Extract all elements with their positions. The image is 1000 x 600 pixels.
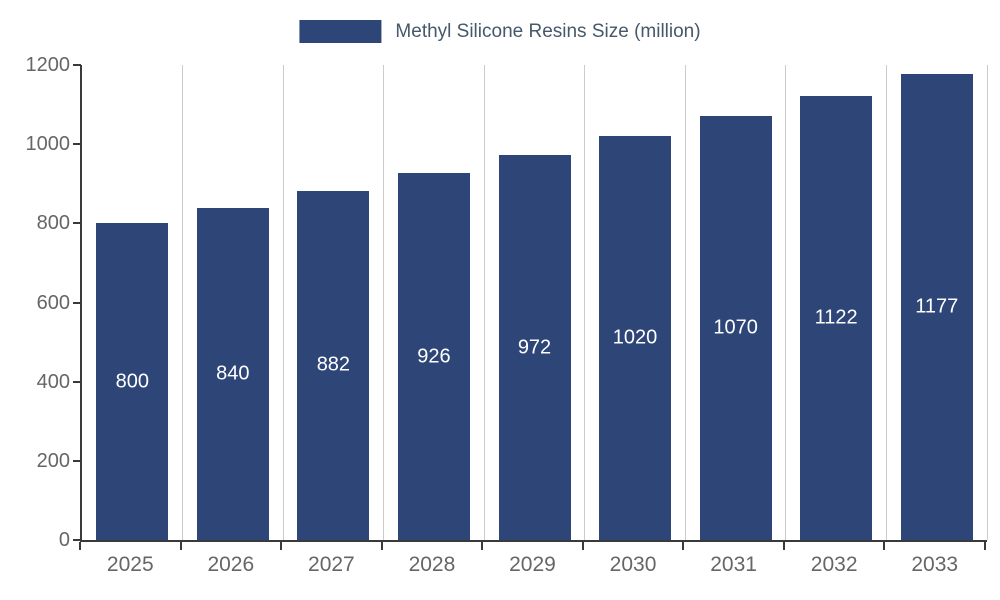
vertical-gridline (182, 65, 184, 540)
bar-value-label: 1070 (713, 316, 758, 339)
x-axis-tick-mark (79, 542, 81, 550)
y-axis-tick-mark (73, 380, 81, 383)
y-axis-tick-label: 600 (36, 291, 70, 314)
vertical-gridline (282, 65, 284, 540)
y-axis-tick-mark (73, 64, 81, 66)
bar-2031: 1070 (699, 116, 772, 540)
bar-value-label: 840 (216, 362, 250, 385)
bar-value-label: 972 (517, 336, 552, 359)
plot-area: 800 840 882 926 972 1020 1070 1122 1177 (80, 65, 988, 542)
x-axis-tick-label: 2033 (911, 553, 959, 576)
x-axis-tick-mark (380, 542, 383, 550)
x-axis-tick-mark (179, 542, 182, 550)
bar-value-label: 1122 (814, 306, 858, 329)
x-axis-tick-label: 2026 (207, 553, 255, 576)
bar-2033: 1177 (900, 74, 973, 540)
bar-value-label: 926 (417, 345, 451, 368)
vertical-gridline (785, 65, 787, 540)
bar-value-label: 1020 (612, 326, 658, 349)
x-axis-tick-label: 2029 (509, 553, 556, 576)
legend-swatch (299, 20, 382, 43)
bar-2030: 1020 (599, 136, 672, 540)
x-axis-tick-label: 2025 (106, 553, 154, 576)
y-axis-tick-mark (73, 539, 81, 541)
bar-2027: 882 (297, 190, 370, 540)
vertical-gridline (684, 65, 686, 540)
bar-2029: 972 (498, 155, 571, 540)
x-axis-tick-label: 2030 (609, 553, 657, 576)
x-axis-tick-mark (481, 542, 484, 550)
legend-label: Methyl Silicone Resins Size (million) (395, 20, 701, 42)
bar-2028: 926 (397, 173, 470, 540)
vertical-gridline (584, 65, 586, 540)
bar-2032: 1122 (800, 95, 873, 540)
x-axis-tick-label: 2027 (308, 553, 355, 576)
x-axis-tick-mark (782, 542, 785, 550)
y-axis-tick-mark (73, 222, 81, 225)
vertical-gridline (383, 65, 385, 540)
x-axis-tick-mark (984, 542, 986, 550)
y-axis-tick-label: 0 (58, 529, 70, 551)
vertical-gridline (885, 65, 887, 540)
x-axis-tick-mark (682, 542, 685, 550)
y-axis-tick-mark (73, 301, 81, 304)
vertical-gridline (986, 65, 988, 540)
bar-value-label: 882 (316, 353, 351, 376)
x-axis-tick-label: 2028 (408, 553, 456, 576)
x-axis-tick-label: 2032 (810, 553, 858, 576)
y-axis-tick-label: 800 (36, 212, 70, 235)
y-axis-tick-label: 1200 (25, 54, 71, 76)
legend-item[interactable]: Methyl Silicone Resins Size (million) (299, 20, 701, 43)
y-axis-tick-mark (73, 143, 81, 146)
bar-2026: 840 (196, 207, 269, 540)
y-axis-tick-label: 400 (36, 370, 70, 393)
bar-value-label: 1177 (915, 295, 959, 318)
bar-value-label: 800 (115, 370, 149, 393)
bar-2025: 800 (96, 223, 169, 540)
x-axis-tick-mark (280, 542, 283, 550)
vertical-gridline (483, 65, 485, 540)
x-axis-tick-mark (883, 542, 886, 550)
x-axis-tick-label: 2031 (710, 553, 757, 576)
y-axis-tick-mark (73, 459, 81, 462)
x-axis-tick-mark (581, 542, 584, 550)
y-axis-tick-label: 200 (36, 449, 70, 472)
y-axis-tick-label: 1000 (25, 133, 71, 156)
